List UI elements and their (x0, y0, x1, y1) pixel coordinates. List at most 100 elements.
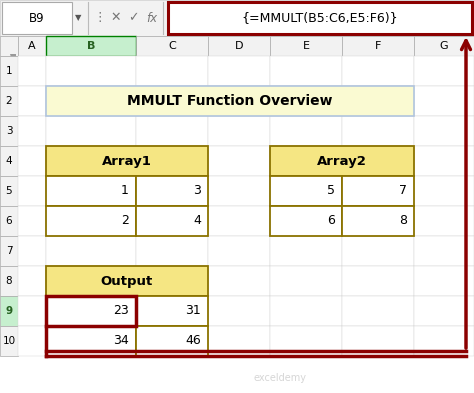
Bar (18, 206, 46, 236)
Bar (18, 236, 46, 266)
Bar (0, 326, 18, 356)
Bar (46, 206, 136, 236)
Bar (342, 236, 414, 266)
Bar (0, 86, 18, 116)
Bar (46, 326, 136, 356)
Bar (46, 266, 208, 296)
Text: ✓: ✓ (128, 11, 138, 24)
Text: 8: 8 (6, 276, 12, 286)
Bar (342, 56, 414, 86)
Bar (2, 2, 72, 34)
Bar (18, 296, 46, 326)
Bar (342, 116, 414, 146)
Bar (270, 206, 342, 236)
Text: 2: 2 (6, 96, 12, 106)
Bar (208, 266, 270, 296)
Bar (136, 206, 208, 236)
Bar (18, 146, 46, 176)
Bar (46, 86, 136, 116)
Bar (342, 326, 414, 356)
Bar (208, 326, 270, 356)
Bar (270, 236, 342, 266)
Text: B: B (87, 41, 95, 51)
Bar (270, 116, 342, 146)
Text: 1: 1 (6, 66, 12, 76)
Bar (46, 146, 208, 176)
Bar (208, 36, 270, 56)
Text: 6: 6 (327, 215, 335, 228)
Bar (46, 296, 136, 326)
Text: Array2: Array2 (317, 154, 367, 167)
Bar (342, 206, 414, 236)
Text: fx: fx (146, 11, 157, 24)
Bar (136, 236, 208, 266)
Bar (136, 176, 208, 206)
Bar (342, 146, 414, 176)
Bar (270, 176, 342, 206)
Bar (270, 296, 342, 326)
Bar (270, 326, 342, 356)
Bar (46, 176, 136, 206)
Bar (46, 266, 136, 296)
Bar (414, 236, 474, 266)
Text: 34: 34 (113, 334, 129, 347)
Bar (136, 86, 208, 116)
Bar (168, 2, 472, 34)
Bar (342, 296, 414, 326)
Bar (342, 86, 414, 116)
Bar (342, 176, 414, 206)
Bar (46, 176, 136, 206)
Bar (208, 296, 270, 326)
Bar (342, 206, 414, 236)
Bar (18, 176, 46, 206)
Bar (136, 36, 208, 56)
Bar (270, 56, 342, 86)
Bar (270, 146, 414, 176)
Polygon shape (10, 54, 16, 74)
Text: 8: 8 (399, 215, 407, 228)
Text: 9: 9 (5, 306, 13, 316)
Text: 7: 7 (399, 184, 407, 198)
Bar (270, 146, 342, 176)
Text: F: F (375, 41, 381, 51)
Text: 4: 4 (6, 156, 12, 166)
Bar (414, 116, 474, 146)
Text: C: C (168, 41, 176, 51)
Text: 2: 2 (121, 215, 129, 228)
Bar (136, 296, 208, 326)
Bar (414, 146, 474, 176)
Text: 4: 4 (193, 215, 201, 228)
Bar (18, 326, 46, 356)
Text: 1: 1 (121, 184, 129, 198)
Bar (270, 176, 342, 206)
Bar (46, 236, 136, 266)
Text: D: D (235, 41, 243, 51)
Text: {=MMULT(B5:C6,E5:F6)}: {=MMULT(B5:C6,E5:F6)} (242, 11, 398, 24)
Bar (18, 116, 46, 146)
Bar (136, 266, 208, 296)
Bar (0, 116, 18, 146)
Text: exceldemy: exceldemy (254, 373, 307, 383)
Bar (46, 56, 136, 86)
Bar (0, 56, 18, 86)
Bar (414, 296, 474, 326)
Bar (18, 86, 46, 116)
Text: A: A (28, 41, 36, 51)
Text: ▼: ▼ (75, 13, 81, 22)
Bar (46, 116, 136, 146)
Bar (342, 36, 414, 56)
Bar (342, 176, 414, 206)
Bar (208, 116, 270, 146)
Bar (18, 36, 46, 56)
Bar (0, 0, 474, 36)
Text: ⋮: ⋮ (94, 11, 106, 24)
Bar (208, 56, 270, 86)
Text: E: E (302, 41, 310, 51)
Bar (0, 176, 18, 206)
Text: 31: 31 (185, 305, 201, 318)
Bar (0, 236, 18, 266)
Bar (136, 56, 208, 86)
Bar (46, 86, 414, 116)
Bar (414, 266, 474, 296)
Bar (46, 206, 136, 236)
